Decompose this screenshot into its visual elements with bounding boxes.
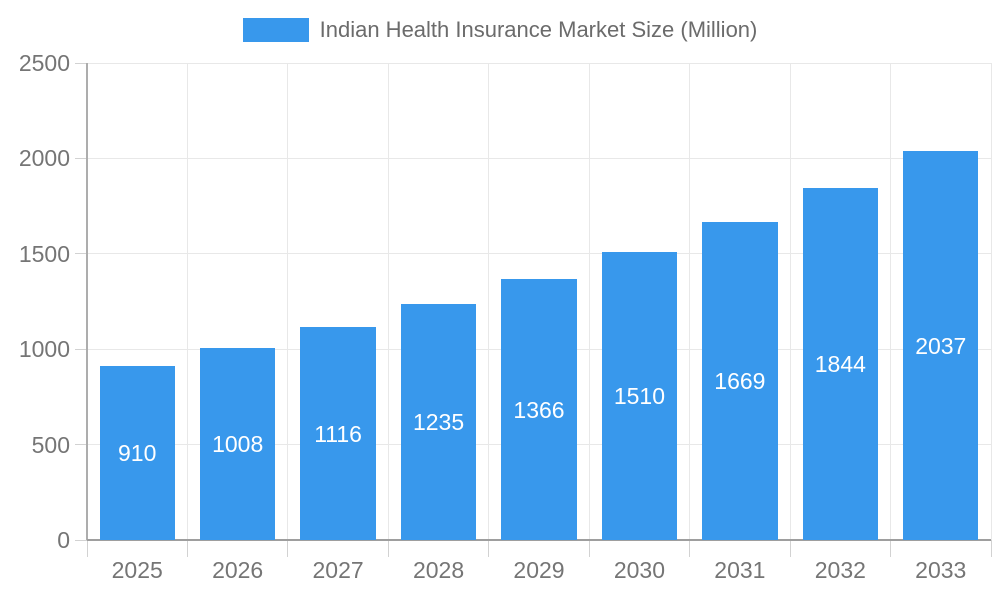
bar-2027[interactable] (300, 327, 376, 540)
x-axis-line (87, 539, 991, 541)
x-axis-tick (186, 540, 188, 557)
x-axis-tick (488, 540, 490, 557)
y-axis-tick (75, 539, 87, 541)
bar-2025[interactable] (99, 366, 175, 540)
bar-value-label: 1669 (714, 367, 766, 394)
x-axis-tick (890, 540, 892, 557)
bar-2032[interactable] (802, 188, 878, 540)
gridline-vertical (287, 63, 289, 540)
x-tick-label: 2026 (212, 557, 264, 583)
y-tick-label: 2500 (18, 50, 70, 76)
x-axis-tick (387, 540, 389, 557)
x-axis-tick (789, 540, 791, 557)
y-axis-tick (75, 444, 87, 446)
legend[interactable]: Indian Health Insurance Market Size (Mil… (0, 17, 1000, 43)
x-tick-label: 2031 (714, 557, 766, 583)
legend-label: Indian Health Insurance Market Size (Mil… (319, 17, 758, 42)
x-tick-label: 2027 (312, 557, 364, 583)
gridline-vertical (890, 63, 892, 540)
gridline-vertical (186, 63, 188, 540)
y-axis-tick (75, 62, 87, 64)
y-axis-tick (75, 348, 87, 350)
y-tick-label: 0 (57, 527, 70, 553)
x-axis-tick (990, 540, 992, 557)
bar-value-label: 1008 (212, 430, 264, 457)
y-axis-line (86, 63, 88, 540)
y-tick-label: 1500 (18, 240, 70, 267)
x-axis-tick (86, 540, 88, 557)
bar-2033[interactable] (903, 151, 979, 540)
gridline-vertical (990, 63, 992, 540)
gridline-vertical (789, 63, 791, 540)
bar-2026[interactable] (200, 347, 276, 540)
gridline-vertical (689, 63, 691, 540)
x-tick-label: 2032 (814, 557, 866, 583)
bar-value-label: 1844 (814, 351, 866, 378)
x-axis-tick (287, 540, 289, 557)
gridline-horizontal (87, 253, 991, 255)
bar-2029[interactable] (501, 279, 577, 540)
y-tick-label: 500 (31, 431, 70, 458)
gridline-vertical (387, 63, 389, 540)
x-axis-tick (689, 540, 691, 557)
y-tick-label: 1000 (18, 336, 70, 363)
gridline-vertical (488, 63, 490, 540)
bar-value-label: 2037 (915, 332, 967, 359)
bar-value-label: 1116 (314, 420, 362, 447)
y-axis-tick (75, 157, 87, 159)
bar-value-label: 1235 (412, 409, 465, 436)
x-tick-label: 2028 (412, 557, 465, 583)
bar-2031[interactable] (702, 221, 778, 540)
y-tick-label: 2000 (18, 145, 70, 172)
x-tick-label: 2030 (613, 557, 666, 583)
gridline-horizontal (87, 157, 991, 159)
bar-2030[interactable] (601, 251, 678, 540)
x-tick-label: 2025 (111, 557, 163, 583)
bar-2028[interactable] (400, 304, 477, 540)
gridline-vertical (588, 63, 590, 540)
x-axis-tick (588, 540, 590, 557)
x-tick-label: 2033 (915, 557, 967, 583)
bar-value-label: 1366 (513, 396, 565, 423)
y-axis-tick (75, 253, 87, 255)
x-tick-label: 2029 (513, 557, 565, 583)
legend-swatch (242, 18, 309, 42)
bar-value-label: 1510 (613, 382, 666, 409)
bar-value-label: 910 (118, 440, 157, 467)
gridline-horizontal (87, 62, 991, 64)
